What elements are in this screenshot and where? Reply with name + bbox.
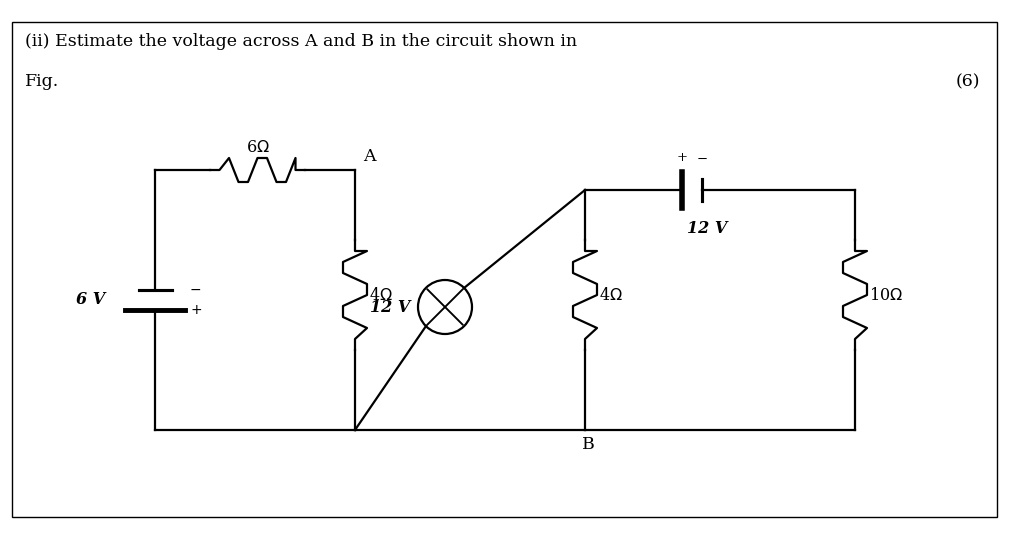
- Text: Fig.: Fig.: [25, 73, 59, 90]
- Text: (ii) Estimate the voltage across A and B in the circuit shown in: (ii) Estimate the voltage across A and B…: [25, 33, 578, 50]
- Text: 12 V: 12 V: [687, 220, 727, 237]
- Text: +: +: [677, 151, 687, 164]
- Text: 6$\Omega$: 6$\Omega$: [246, 139, 269, 156]
- Text: 12 V: 12 V: [370, 299, 410, 315]
- Text: −: −: [696, 153, 708, 166]
- Text: 4$\Omega$: 4$\Omega$: [369, 286, 393, 304]
- Text: (6): (6): [955, 73, 980, 90]
- Text: A: A: [362, 148, 376, 165]
- Text: 10$\Omega$: 10$\Omega$: [869, 286, 903, 304]
- Text: 4$\Omega$: 4$\Omega$: [599, 286, 623, 304]
- Bar: [12, 22, 997, 517]
- Text: 6 V: 6 V: [76, 291, 105, 309]
- Text: B: B: [582, 436, 595, 453]
- Text: +: +: [190, 303, 202, 317]
- Text: −: −: [190, 283, 202, 297]
